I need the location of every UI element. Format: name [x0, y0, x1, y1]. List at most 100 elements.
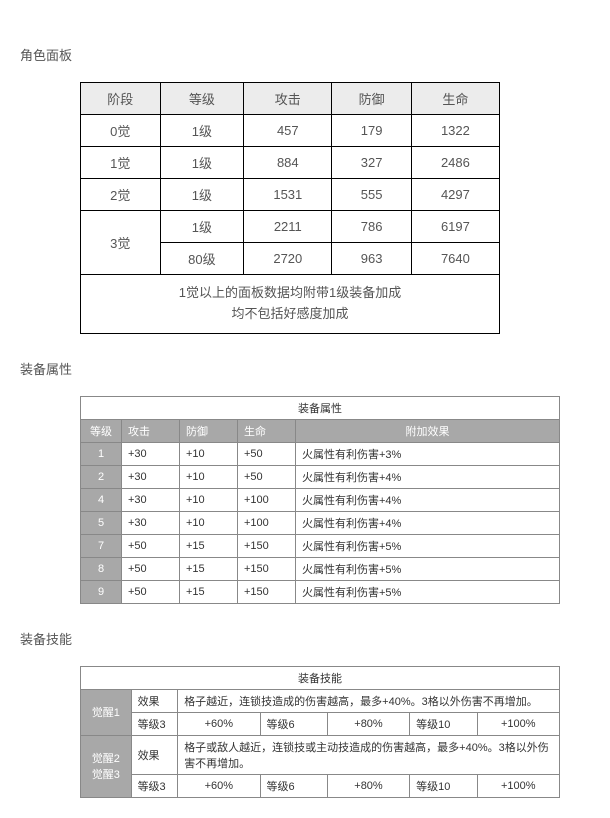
cell-def: 555 — [332, 179, 412, 211]
cell-hp: 7640 — [411, 243, 499, 275]
cell-level: 80级 — [160, 243, 244, 275]
table-row: 5+30+10+100火属性有利伤害+4% — [81, 511, 560, 534]
cell-eff: 火属性有利伤害+5% — [296, 580, 560, 603]
cell-def: +10 — [180, 488, 238, 511]
cell-lvl: 9 — [81, 580, 122, 603]
awaken23-label: 觉醒2 觉醒3 — [81, 735, 132, 797]
equip-h-hp: 生命 — [238, 419, 296, 442]
table-row: 2觉 1级 1531 555 4297 — [81, 179, 500, 211]
cell-stage: 2觉 — [81, 179, 161, 211]
section-title-panel: 角色面板 — [20, 45, 590, 64]
cell-hp: +100 — [238, 488, 296, 511]
lv10-label: 等级10 — [410, 712, 477, 735]
awaken3-label: 觉醒3 — [92, 769, 120, 781]
cell-lvl: 7 — [81, 534, 122, 557]
cell-eff: 火属性有利伤害+4% — [296, 488, 560, 511]
table-row: 8+50+15+150火属性有利伤害+5% — [81, 557, 560, 580]
effect-label: 效果 — [131, 735, 178, 774]
cell-eff: 火属性有利伤害+5% — [296, 534, 560, 557]
cell-hp: 1322 — [411, 115, 499, 147]
cell-atk: +50 — [122, 580, 180, 603]
cell-hp: +150 — [238, 534, 296, 557]
table-row: 等级3 +60% 等级6 +80% 等级10 +100% — [81, 774, 560, 797]
cell-stage: 3觉 — [81, 211, 161, 275]
cell-def: +10 — [180, 511, 238, 534]
cell-eff: 火属性有利伤害+3% — [296, 442, 560, 465]
cell-atk: +30 — [122, 465, 180, 488]
lv6-label: 等级6 — [260, 774, 327, 797]
cell-def: 786 — [332, 211, 412, 243]
skill-table-wrap: 装备技能 觉醒1 效果 格子越近，连锁技造成的伤害越高，最多+40%。3格以外伤… — [80, 666, 590, 798]
table-row: 等级3 +60% 等级6 +80% 等级10 +100% — [81, 712, 560, 735]
awaken2-label: 觉醒2 — [92, 753, 120, 765]
lv3-pct: +60% — [178, 712, 260, 735]
cell-hp: +100 — [238, 511, 296, 534]
panel-h-def: 防御 — [332, 83, 412, 115]
cell-atk: 2720 — [244, 243, 332, 275]
awaken1-label: 觉醒1 — [81, 689, 132, 735]
cell-level: 1级 — [160, 211, 244, 243]
effect-label: 效果 — [131, 689, 178, 712]
table-row: 9+50+15+150火属性有利伤害+5% — [81, 580, 560, 603]
cell-atk: 457 — [244, 115, 332, 147]
panel-footnote-line2: 均不包括好感度加成 — [231, 306, 348, 321]
cell-eff: 火属性有利伤害+5% — [296, 557, 560, 580]
equip-attr-table: 装备属性 等级 攻击 防御 生命 附加效果 1+30+10+50火属性有利伤害+… — [80, 396, 560, 604]
cell-hp: +150 — [238, 580, 296, 603]
cell-def: 179 — [332, 115, 412, 147]
awaken1-effect: 格子越近，连锁技造成的伤害越高，最多+40%。3格以外伤害不再增加。 — [178, 689, 560, 712]
panel-h-level: 等级 — [160, 83, 244, 115]
table-row: 3觉 1级 2211 786 6197 — [81, 211, 500, 243]
cell-level: 1级 — [160, 147, 244, 179]
panel-table-wrap: 阶段 等级 攻击 防御 生命 0觉 1级 457 179 1322 1觉 1级 … — [80, 82, 590, 334]
lv3-label: 等级3 — [131, 774, 178, 797]
cell-lvl: 1 — [81, 442, 122, 465]
equip-h-atk: 攻击 — [122, 419, 180, 442]
skill-title: 装备技能 — [81, 666, 560, 689]
section-title-equip: 装备属性 — [20, 359, 590, 378]
cell-def: +10 — [180, 465, 238, 488]
panel-header-row: 阶段 等级 攻击 防御 生命 — [81, 83, 500, 115]
cell-level: 1级 — [160, 115, 244, 147]
lv10-pct: +100% — [477, 712, 560, 735]
table-row: 7+50+15+150火属性有利伤害+5% — [81, 534, 560, 557]
cell-lvl: 4 — [81, 488, 122, 511]
table-row: 0觉 1级 457 179 1322 — [81, 115, 500, 147]
cell-hp: +150 — [238, 557, 296, 580]
lv3-label: 等级3 — [131, 712, 178, 735]
cell-stage: 0觉 — [81, 115, 161, 147]
cell-eff: 火属性有利伤害+4% — [296, 465, 560, 488]
lv10-pct: +100% — [477, 774, 560, 797]
character-panel-table: 阶段 等级 攻击 防御 生命 0觉 1级 457 179 1322 1觉 1级 … — [80, 82, 500, 334]
cell-level: 1级 — [160, 179, 244, 211]
equip-skill-table: 装备技能 觉醒1 效果 格子越近，连锁技造成的伤害越高，最多+40%。3格以外伤… — [80, 666, 560, 798]
panel-h-atk: 攻击 — [244, 83, 332, 115]
lv10-label: 等级10 — [410, 774, 477, 797]
cell-hp: 2486 — [411, 147, 499, 179]
table-row: 1+30+10+50火属性有利伤害+3% — [81, 442, 560, 465]
panel-footnote-line1: 1觉以上的面板数据均附带1级装备加成 — [179, 285, 401, 300]
cell-lvl: 8 — [81, 557, 122, 580]
table-row: 1觉 1级 884 327 2486 — [81, 147, 500, 179]
cell-def: +15 — [180, 580, 238, 603]
cell-def: +10 — [180, 442, 238, 465]
cell-hp: 4297 — [411, 179, 499, 211]
cell-lvl: 5 — [81, 511, 122, 534]
equip-h-eff: 附加效果 — [296, 419, 560, 442]
equip-header-row: 等级 攻击 防御 生命 附加效果 — [81, 419, 560, 442]
cell-def: 327 — [332, 147, 412, 179]
panel-h-stage: 阶段 — [81, 83, 161, 115]
awaken23-effect: 格子或敌人越近，连锁技或主动技造成的伤害越高，最多+40%。3格以外伤害不再增加… — [178, 735, 560, 774]
cell-def: +15 — [180, 534, 238, 557]
skill-title-row: 装备技能 — [81, 666, 560, 689]
lv6-pct: +80% — [327, 712, 409, 735]
cell-stage: 1觉 — [81, 147, 161, 179]
cell-hp: 6197 — [411, 211, 499, 243]
cell-eff: 火属性有利伤害+4% — [296, 511, 560, 534]
equip-title-row: 装备属性 — [81, 396, 560, 419]
cell-atk: +30 — [122, 442, 180, 465]
cell-atk: +50 — [122, 557, 180, 580]
panel-h-hp: 生命 — [411, 83, 499, 115]
cell-atk: 884 — [244, 147, 332, 179]
cell-def: +15 — [180, 557, 238, 580]
